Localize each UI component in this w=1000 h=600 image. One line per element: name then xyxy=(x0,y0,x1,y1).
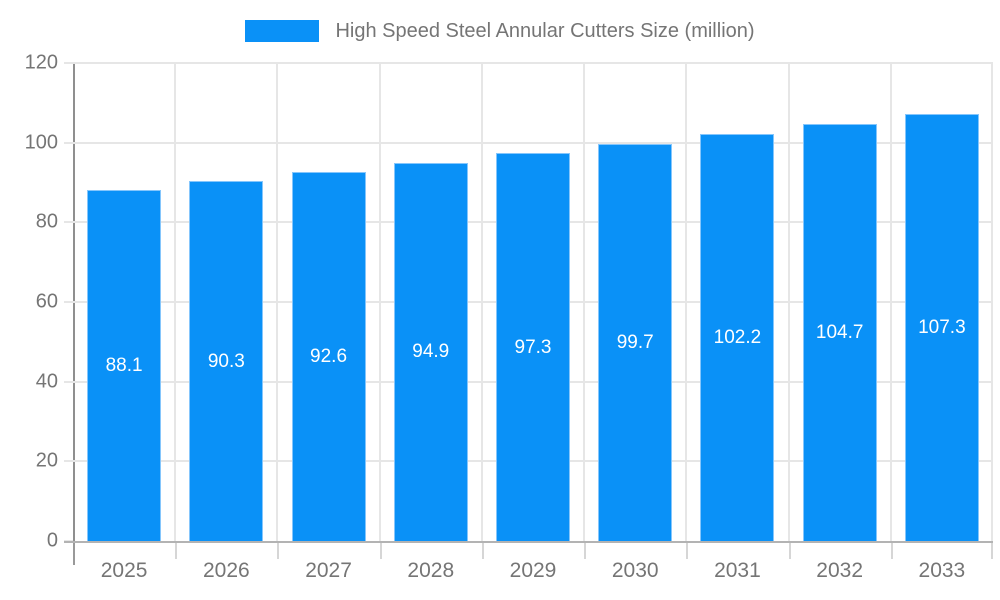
y-axis-tick-label: 20 xyxy=(35,449,58,472)
legend-label: High Speed Steel Annular Cutters Size (m… xyxy=(335,20,755,42)
x-axis-tick-label: 2033 xyxy=(918,559,966,582)
x-axis-line xyxy=(64,541,993,543)
gridline-vertical xyxy=(889,63,892,541)
legend: High Speed Steel Annular Cutters Size (m… xyxy=(0,18,1000,44)
bar-value-label: 88.1 xyxy=(105,355,143,377)
x-axis-tick xyxy=(788,541,791,559)
gridline-vertical xyxy=(276,63,279,541)
y-axis-tick-label: 40 xyxy=(35,370,58,393)
gridline-horizontal xyxy=(64,62,993,64)
y-axis-line xyxy=(73,63,75,565)
x-axis: 2025 2026 2027 2028 2029 2030 2031 2032 2033 xyxy=(73,559,993,589)
bar-value-label: 92.6 xyxy=(310,346,348,368)
x-axis-tick-label: 2031 xyxy=(714,559,761,582)
x-axis-tick-label: 2027 xyxy=(305,559,352,582)
x-axis-tick-label: 2025 xyxy=(100,559,148,582)
x-axis-tick xyxy=(890,541,893,559)
y-axis-tick-label: 60 xyxy=(35,290,58,313)
y-axis-tick-label: 0 xyxy=(46,529,58,552)
bar-2026[interactable]: 90.3 xyxy=(189,181,264,541)
gridline-vertical xyxy=(787,63,790,541)
bar-value-label: 102.2 xyxy=(713,326,762,348)
x-axis-tick-label: 2028 xyxy=(407,559,455,582)
gridline-vertical xyxy=(174,63,177,541)
gridline-vertical xyxy=(991,63,993,541)
x-axis-tick xyxy=(584,541,587,559)
bar-value-label: 94.9 xyxy=(412,341,450,363)
y-axis: 0 20 40 60 80 100 120 xyxy=(0,52,58,552)
gridline-vertical xyxy=(378,63,381,541)
x-axis-tick-label: 2032 xyxy=(816,559,864,582)
x-axis-tick xyxy=(991,541,993,559)
bar-value-label: 90.3 xyxy=(207,350,245,372)
x-axis-tick xyxy=(379,541,382,559)
y-axis-tick-label: 100 xyxy=(24,131,58,154)
bar-2025[interactable]: 88.1 xyxy=(87,190,162,541)
bar-value-label: 97.3 xyxy=(514,336,552,358)
bar-2028[interactable]: 94.9 xyxy=(393,162,468,541)
gridline-horizontal xyxy=(64,141,993,144)
bar-2030[interactable]: 99.7 xyxy=(598,143,673,541)
x-axis-tick-label: 2029 xyxy=(509,559,557,582)
legend-item[interactable]: High Speed Steel Annular Cutters Size (m… xyxy=(245,18,755,44)
bar-value-label: 99.7 xyxy=(616,331,654,353)
bar-2031[interactable]: 102.2 xyxy=(700,133,775,541)
gridline-vertical xyxy=(685,63,688,541)
legend-swatch xyxy=(245,20,320,42)
x-axis-tick-label: 2030 xyxy=(611,559,659,582)
bar-value-label: 104.7 xyxy=(815,321,864,343)
gridline-vertical xyxy=(583,63,586,541)
bar-value-label: 107.3 xyxy=(918,316,966,338)
plot-area: 88.1 90.3 92.6 94.9 97.3 99.7 102.2 104.7 107.3 xyxy=(64,62,993,565)
x-axis-tick xyxy=(686,541,689,559)
x-axis-tick-label: 2026 xyxy=(202,559,250,582)
x-axis-tick xyxy=(481,541,484,559)
y-axis-tick-label: 120 xyxy=(24,51,58,74)
bar-2027[interactable]: 92.6 xyxy=(291,172,366,541)
gridline-vertical xyxy=(480,63,483,541)
y-axis-tick-label: 80 xyxy=(35,210,58,233)
x-axis-tick xyxy=(175,541,178,559)
x-axis-tick xyxy=(73,541,75,565)
bar-2032[interactable]: 104.7 xyxy=(802,123,877,541)
x-axis-tick xyxy=(277,541,280,559)
bar-2029[interactable]: 97.3 xyxy=(496,153,570,541)
bar-2033[interactable]: 107.3 xyxy=(904,113,979,541)
